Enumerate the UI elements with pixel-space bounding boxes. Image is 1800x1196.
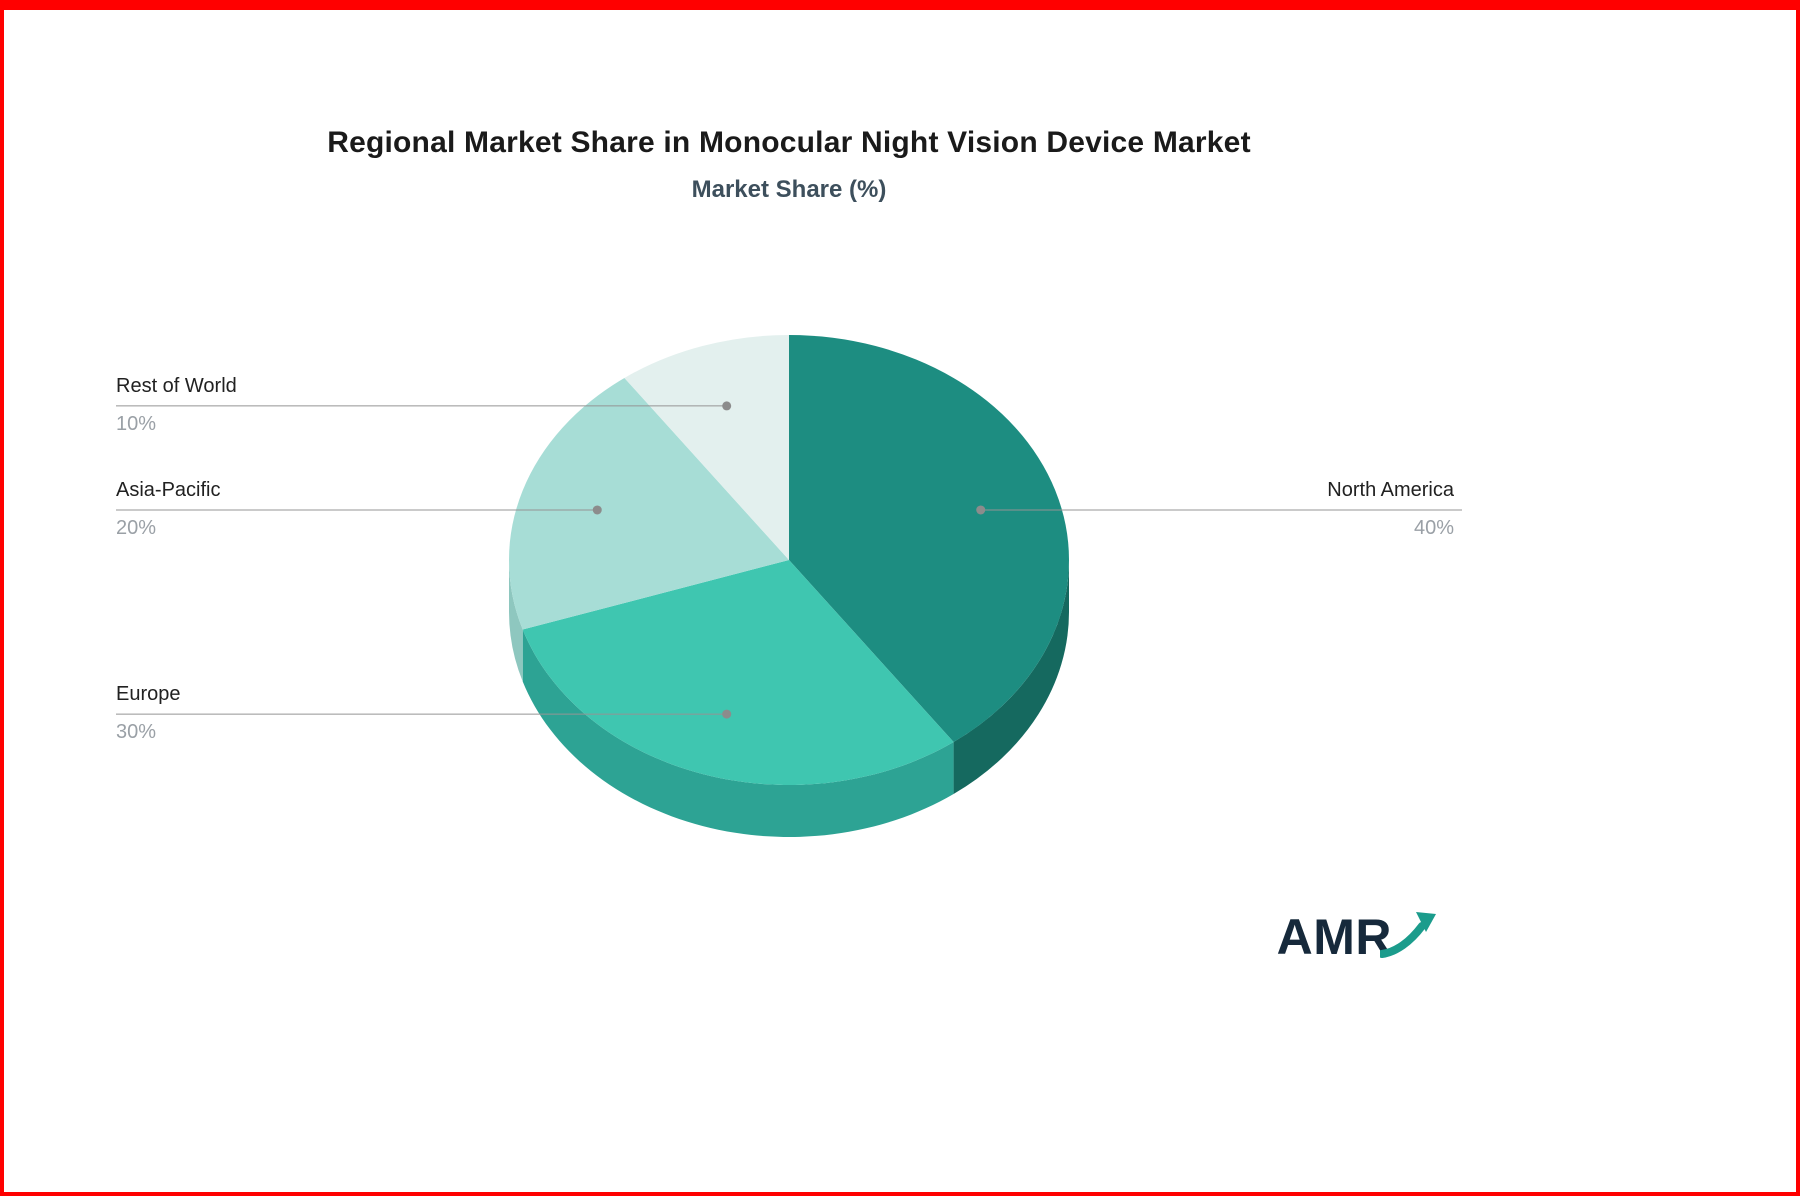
- leader-dot-asia-pacific: [592, 505, 602, 515]
- leader-dot-north-america: [976, 505, 986, 515]
- slice-label-name: Rest of World: [116, 374, 237, 397]
- slice-label-0: North America 40%: [1327, 477, 1454, 541]
- pie-slice-side-asia-pacific: [509, 560, 523, 682]
- pie-slice-side-north-america: [953, 560, 1069, 795]
- pie-slice-rest-of-world[interactable]: [624, 335, 789, 560]
- leader-dot-rest-of-world: [722, 401, 732, 411]
- slice-label-name: Asia-Pacific: [116, 478, 221, 501]
- pie-slice-north-america[interactable]: [789, 335, 1069, 743]
- slice-label-2: Asia-Pacific 20%: [116, 477, 220, 541]
- pie-slice-europe[interactable]: [522, 560, 954, 786]
- chart-title: Regional Market Share in Monocular Night…: [327, 126, 1251, 159]
- slice-label-3: Rest of World 10%: [116, 373, 237, 437]
- pie-chart: [116, 335, 1462, 837]
- slice-label-pct: 20%: [116, 516, 157, 539]
- amr-logo-text: AMR: [1276, 909, 1392, 965]
- leader-dot-europe: [722, 709, 732, 719]
- slice-label-name: North America: [1327, 478, 1454, 501]
- pie-slice-side-europe: [522, 629, 954, 837]
- slice-label-name: Europe: [116, 683, 181, 706]
- pie-slice-asia-pacific[interactable]: [509, 377, 789, 630]
- chart-subtitle: Market Share (%): [691, 176, 887, 203]
- slice-label-pct: 40%: [1413, 516, 1454, 539]
- amr-logo: AMR: [1277, 908, 1436, 966]
- slice-label-1: Europe 30%: [116, 681, 181, 745]
- slice-label-pct: 30%: [116, 721, 157, 744]
- arrow-up-icon: [1380, 912, 1436, 958]
- slice-label-pct: 10%: [116, 412, 157, 435]
